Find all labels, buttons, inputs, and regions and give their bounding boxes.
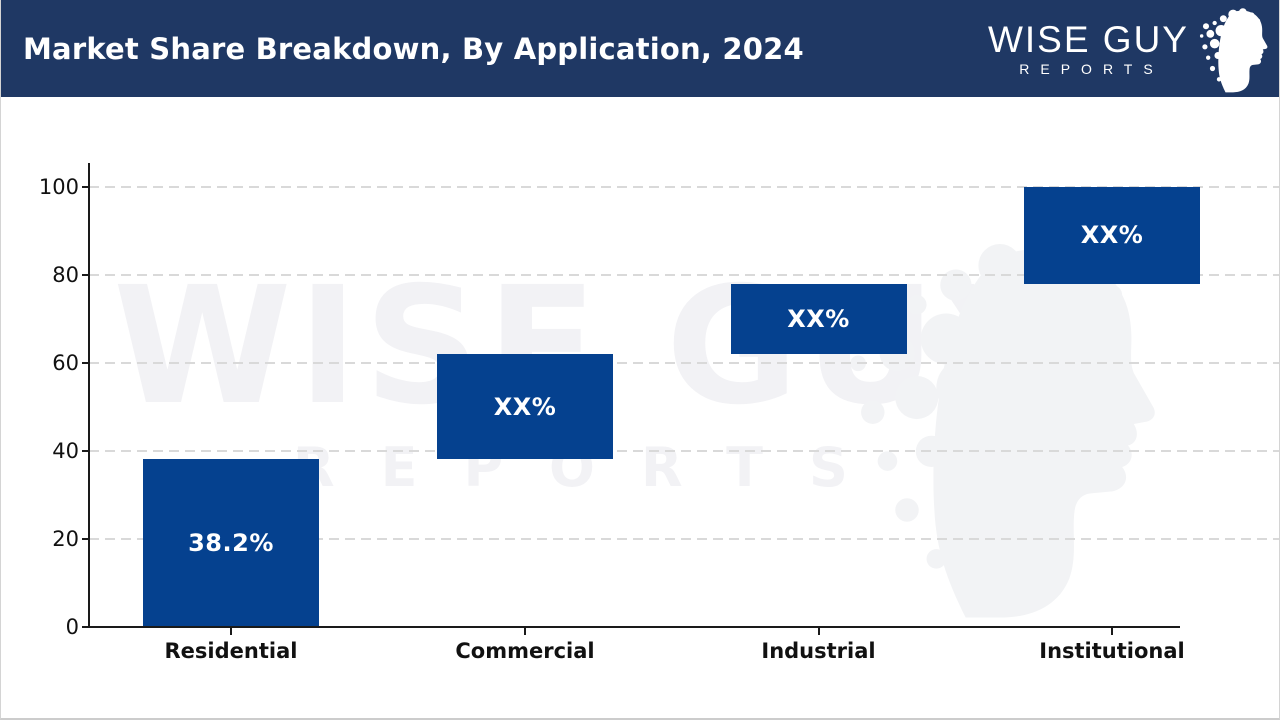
wiseguy-logo: WISE GUY REPORTS: [988, 0, 1271, 97]
y-tick-label-40: 40: [52, 439, 79, 463]
y-tick-label-100: 100: [38, 175, 79, 199]
x-tick-label-0: Residential: [164, 639, 298, 663]
y-tick-mark-0: [82, 626, 88, 628]
x-tick-mark-0: [230, 628, 232, 635]
chart-title: Market Share Breakdown, By Application, …: [23, 31, 804, 66]
bar-institutional: XX%: [1024, 187, 1200, 284]
y-axis-line: [88, 163, 90, 628]
y-tick-mark-100: [82, 186, 88, 188]
gridline-100: [89, 186, 1279, 188]
gridline-80: [89, 274, 1279, 276]
y-tick-label-0: 0: [65, 615, 79, 639]
y-tick-label-80: 80: [52, 263, 79, 287]
x-axis-line: [88, 626, 1180, 628]
gridline-60: [89, 362, 1279, 364]
bar-residential: 38.2%: [143, 458, 319, 627]
gridline-40: [89, 450, 1279, 452]
logo-wordmark: WISE GUY: [987, 18, 1189, 60]
logo-subtitle: REPORTS: [1019, 60, 1164, 77]
bar-value-label: XX%: [1080, 221, 1144, 250]
bar-industrial: XX%: [730, 283, 907, 355]
bar-value-label: XX%: [787, 304, 850, 333]
x-tick-label-2: Industrial: [761, 639, 876, 663]
logo-text-block: WISE GUY REPORTS: [988, 21, 1189, 77]
header-bar: Market Share Breakdown, By Application, …: [1, 0, 1279, 97]
y-tick-mark-20: [82, 538, 88, 540]
y-tick-mark-60: [82, 362, 88, 364]
bar-value-label: 38.2%: [188, 528, 274, 557]
gridline-20: [89, 538, 1279, 540]
x-tick-mark-1: [524, 628, 526, 635]
y-tick-label-20: 20: [52, 527, 79, 551]
x-tick-mark-2: [817, 628, 820, 635]
bar-value-label: XX%: [493, 392, 557, 421]
y-tick-mark-80: [82, 274, 88, 276]
x-tick-mark-3: [1111, 628, 1113, 635]
y-tick-label-60: 60: [52, 351, 79, 375]
bar-commercial: XX%: [437, 354, 613, 459]
y-tick-mark-40: [82, 450, 88, 452]
x-tick-label-3: Institutional: [1039, 639, 1185, 663]
logo-head-icon: [1199, 7, 1268, 92]
x-tick-label-1: Commercial: [455, 639, 595, 663]
watermark-head-icon: [850, 238, 1155, 618]
